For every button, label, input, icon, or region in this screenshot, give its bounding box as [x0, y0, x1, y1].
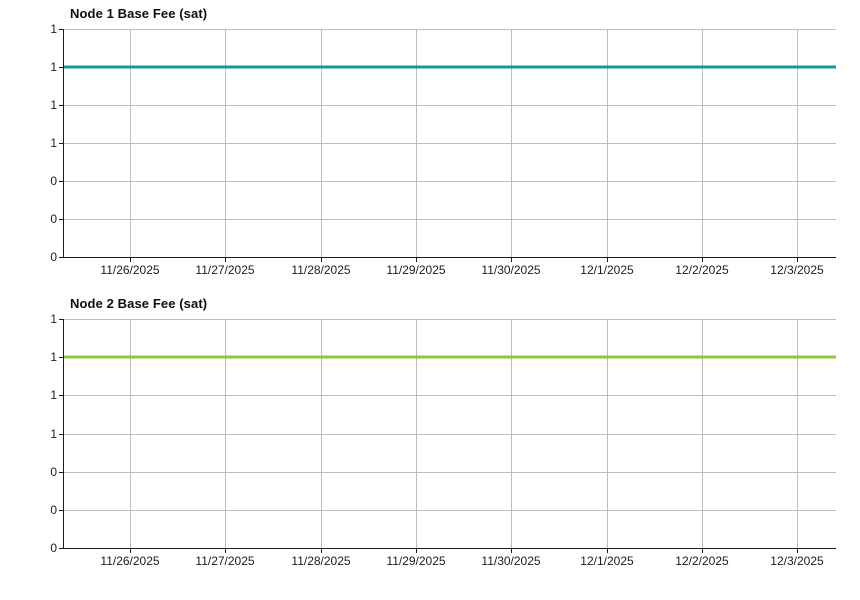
series-line-node-2 [64, 355, 836, 359]
y-axis-tick-label: 0 [50, 541, 57, 555]
x-axis-tick-mark [702, 257, 703, 262]
x-axis-tick-mark [797, 257, 798, 262]
x-axis-tick-label: 11/30/2025 [481, 263, 541, 277]
y-axis-tick-label: 1 [50, 98, 57, 112]
x-gridline [321, 319, 322, 548]
x-gridline [416, 29, 417, 257]
x-axis-tick-mark [321, 548, 322, 553]
x-axis-tick-label: 11/29/2025 [386, 554, 446, 568]
y-axis-tick-mark [59, 510, 64, 511]
plot-area-node-1: 1 1 1 1 0 0 0 11/26/2025 11/27/2025 11/28/2025 11/… [50, 22, 836, 277]
x-gridline [607, 29, 608, 257]
x-axis-tick-label: 11/29/2025 [386, 263, 446, 277]
y-gridline [64, 143, 836, 144]
x-gridline [797, 319, 798, 548]
x-axis-tick-label: 11/30/2025 [481, 554, 541, 568]
chart-panel-node-2: Node 2 Base Fee (sat) 1 1 1 1 0 0 0 11/26/2025 1… [0, 290, 860, 590]
y-gridline [64, 29, 836, 30]
y-axis-tick-label: 1 [50, 136, 57, 150]
x-axis-tick-label: 12/3/2025 [770, 554, 824, 568]
y-axis-tick-mark [59, 472, 64, 473]
x-gridline [225, 319, 226, 548]
x-gridline [702, 29, 703, 257]
x-axis-tick-label: 11/27/2025 [195, 263, 255, 277]
y-axis-tick-label: 1 [50, 350, 57, 364]
x-axis-tick-mark [511, 257, 512, 262]
x-axis-tick-mark [130, 257, 131, 262]
x-axis-tick-label: 11/28/2025 [291, 263, 351, 277]
y-axis-tick-mark [59, 257, 64, 258]
y-axis-tick-label: 0 [50, 465, 57, 479]
y-axis-tick-label: 0 [50, 250, 57, 264]
x-gridline [797, 29, 798, 257]
y-gridline [64, 472, 836, 473]
plot-area-node-2: 1 1 1 1 0 0 0 11/26/2025 11/27/2025 11/28/2025 11/… [50, 312, 836, 568]
y-axis-tick-mark [59, 181, 64, 182]
x-axis-tick-mark [797, 548, 798, 553]
x-axis-tick-label: 12/3/2025 [770, 263, 824, 277]
y-axis-tick-label: 0 [50, 174, 57, 188]
chart-panel-node-1: Node 1 Base Fee (sat) 1 1 1 1 0 0 0 11/26/2025 1… [0, 0, 860, 295]
series-line-node-1 [64, 65, 836, 69]
x-axis-tick-mark [607, 257, 608, 262]
x-axis-tick-label: 11/26/2025 [100, 554, 160, 568]
y-axis-tick-label: 1 [50, 312, 57, 326]
x-gridline [607, 319, 608, 548]
x-gridline [130, 319, 131, 548]
x-axis-tick-mark [416, 257, 417, 262]
x-axis-tick-label: 12/2/2025 [675, 554, 729, 568]
y-axis-tick-label: 1 [50, 60, 57, 74]
x-axis-tick-label: 12/1/2025 [580, 554, 634, 568]
y-gridline [64, 510, 836, 511]
x-axis-tick-mark [225, 257, 226, 262]
y-gridline [64, 181, 836, 182]
y-axis-tick-label: 1 [50, 22, 57, 36]
x-gridline [511, 29, 512, 257]
y-axis-tick-mark [59, 143, 64, 144]
y-axis-tick-mark [59, 548, 64, 549]
x-axis-tick-label: 12/1/2025 [580, 263, 634, 277]
y-gridline [64, 395, 836, 396]
x-axis-tick-label: 11/27/2025 [195, 554, 255, 568]
y-axis-tick-mark [59, 319, 64, 320]
x-axis-tick-mark [416, 548, 417, 553]
x-gridline [416, 319, 417, 548]
x-gridline [702, 319, 703, 548]
x-axis-tick-label: 11/28/2025 [291, 554, 351, 568]
y-axis-tick-mark [59, 67, 64, 68]
x-gridline [321, 29, 322, 257]
y-gridline [64, 319, 836, 320]
y-axis-tick-mark [59, 357, 64, 358]
y-gridline [64, 105, 836, 106]
x-axis-tick-mark [511, 548, 512, 553]
x-gridline [225, 29, 226, 257]
y-axis-tick-label: 1 [50, 388, 57, 402]
y-axis-tick-label: 1 [50, 427, 57, 441]
x-gridline [130, 29, 131, 257]
chart-title-node-2: Node 2 Base Fee (sat) [70, 296, 208, 311]
x-axis-tick-label: 11/26/2025 [100, 263, 160, 277]
y-axis-tick-mark [59, 395, 64, 396]
y-axis-tick-label: 0 [50, 212, 57, 226]
y-axis-tick-mark [59, 105, 64, 106]
chart-title-node-1: Node 1 Base Fee (sat) [70, 6, 208, 21]
x-axis-tick-mark [607, 548, 608, 553]
y-axis-tick-mark [59, 29, 64, 30]
x-axis-tick-mark [702, 548, 703, 553]
y-gridline [64, 219, 836, 220]
y-axis-tick-mark [59, 434, 64, 435]
y-axis-tick-mark [59, 219, 64, 220]
x-gridline [511, 319, 512, 548]
x-axis-tick-mark [321, 257, 322, 262]
x-axis-tick-label: 12/2/2025 [675, 263, 729, 277]
y-gridline [64, 434, 836, 435]
x-axis-tick-mark [130, 548, 131, 553]
x-axis-tick-mark [225, 548, 226, 553]
y-axis-tick-label: 0 [50, 503, 57, 517]
